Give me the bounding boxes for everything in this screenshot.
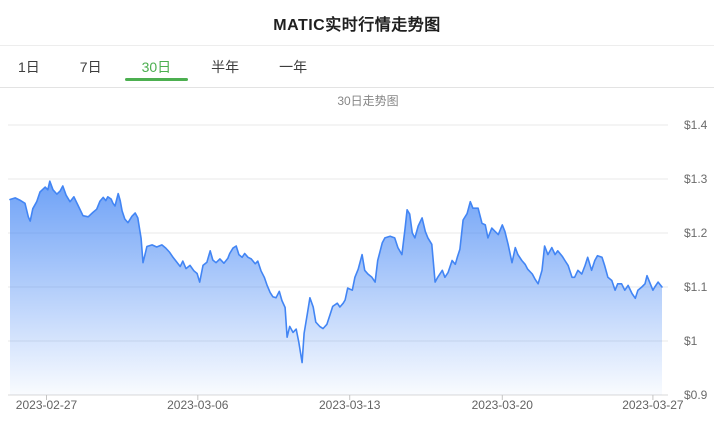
svg-text:$1.2: $1.2 bbox=[684, 226, 708, 240]
svg-text:$1.3: $1.3 bbox=[684, 172, 708, 186]
chart-subtitle: 30日走势图 bbox=[337, 94, 399, 108]
period-tabs: 1日 7日 30日 半年 一年 bbox=[0, 45, 714, 88]
price-line bbox=[9, 180, 663, 364]
tab-1d[interactable]: 1日 bbox=[18, 58, 40, 75]
price-area-chart[interactable]: $1.4 $1.3 $1.2 $1.1 $1 $0.9 2023-02-27 2023-03-… bbox=[0, 88, 714, 432]
svg-text:$1.1: $1.1 bbox=[684, 280, 708, 294]
tab-1y[interactable]: 一年 bbox=[279, 58, 308, 75]
x-axis-ticks bbox=[46, 395, 654, 400]
svg-text:2023-03-13: 2023-03-13 bbox=[319, 398, 381, 412]
tab-7d[interactable]: 7日 bbox=[79, 58, 102, 75]
svg-text:2023-02-27: 2023-02-27 bbox=[16, 398, 78, 412]
svg-text:2023-03-06: 2023-03-06 bbox=[167, 398, 229, 412]
svg-text:$1.4: $1.4 bbox=[684, 118, 708, 132]
page-title: MATIC实时行情走势图 bbox=[273, 16, 441, 34]
svg-text:2023-03-27: 2023-03-27 bbox=[622, 398, 684, 412]
y-axis-labels: $1.4 $1.3 $1.2 $1.1 $1 $0.9 bbox=[684, 118, 708, 402]
chart-area: 30日走势图 $1.4 $1.3 $1.2 $1.1 $1 $0.9 2023-02-27 2… bbox=[0, 88, 714, 432]
tab-6m[interactable]: 半年 bbox=[211, 58, 240, 75]
svg-text:2023-03-20: 2023-03-20 bbox=[472, 398, 534, 412]
svg-text:$0.9: $0.9 bbox=[684, 388, 708, 402]
price-area-fill bbox=[10, 181, 662, 395]
svg-text:$1: $1 bbox=[684, 334, 698, 348]
x-axis-labels: 2023-02-27 2023-03-06 2023-03-13 2023-03-20… bbox=[16, 398, 684, 412]
tab-30d[interactable]: 30日 bbox=[124, 46, 188, 87]
